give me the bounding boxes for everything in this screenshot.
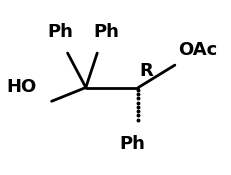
- Text: R: R: [140, 62, 153, 80]
- Text: Ph: Ph: [93, 23, 119, 41]
- Text: Ph: Ph: [120, 135, 146, 153]
- Text: HO: HO: [7, 79, 37, 96]
- Text: OAc: OAc: [178, 41, 217, 59]
- Text: Ph: Ph: [48, 23, 74, 41]
